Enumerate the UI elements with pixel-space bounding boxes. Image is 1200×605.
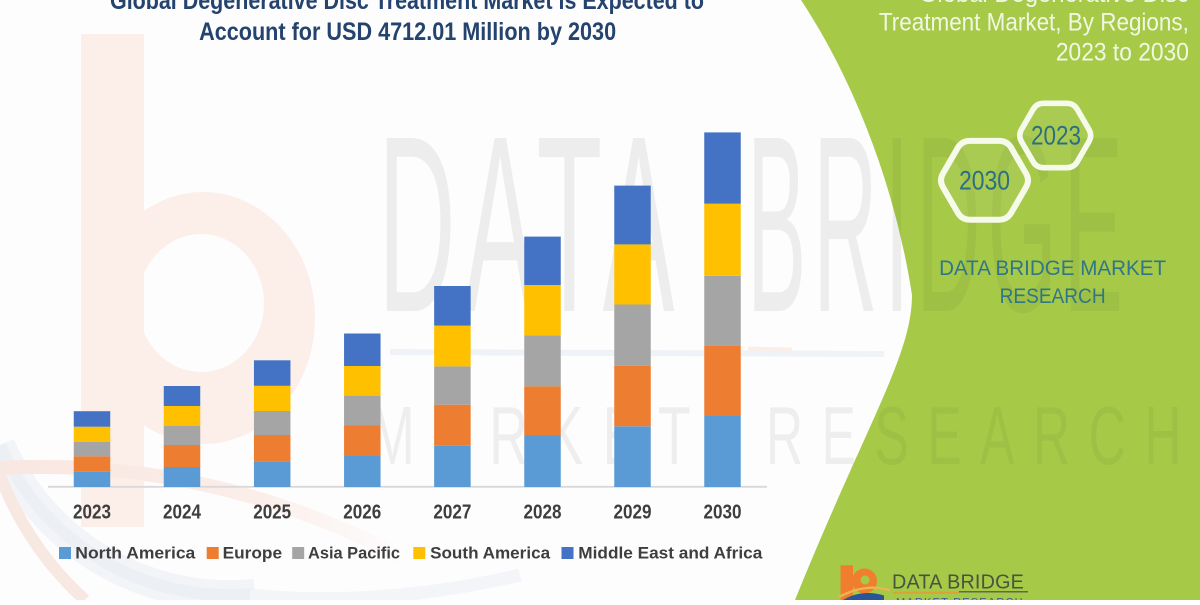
svg-text:MARKET RESEARCH: MARKET RESEARCH bbox=[896, 597, 1024, 601]
svg-text:Middle East and Africa: Middle East and Africa bbox=[578, 544, 763, 563]
svg-text:2026: 2026 bbox=[343, 501, 381, 523]
svg-text:2025: 2025 bbox=[253, 501, 291, 523]
svg-text:DATA BRIDGE: DATA BRIDGE bbox=[892, 572, 1024, 594]
svg-text:Treatment Market, By Regions,: Treatment Market, By Regions, bbox=[879, 9, 1189, 37]
svg-text:Asia Pacific: Asia Pacific bbox=[308, 544, 400, 563]
svg-text:North America: North America bbox=[75, 544, 196, 563]
svg-text:2027: 2027 bbox=[433, 501, 471, 523]
svg-text:Global Degenerative Disc: Global Degenerative Disc bbox=[919, 0, 1189, 8]
svg-text:2030: 2030 bbox=[704, 501, 742, 523]
svg-text:2023: 2023 bbox=[73, 501, 111, 523]
svg-text:2023 to 2030: 2023 to 2030 bbox=[1056, 39, 1189, 67]
svg-text:South America: South America bbox=[430, 544, 551, 563]
svg-text:2023: 2023 bbox=[1031, 121, 1081, 151]
svg-text:DATA BRIDGE MARKET: DATA BRIDGE MARKET bbox=[939, 256, 1166, 280]
svg-text:RESEARCH: RESEARCH bbox=[1000, 284, 1106, 308]
svg-text:2028: 2028 bbox=[524, 501, 562, 523]
svg-text:Global Degenerative Disc Treat: Global Degenerative Disc Treatment Marke… bbox=[110, 0, 704, 15]
svg-text:Account for USD 4712.01 Millio: Account for USD 4712.01 Million by 2030 bbox=[199, 18, 616, 46]
svg-text:Europe: Europe bbox=[223, 544, 283, 563]
svg-text:2029: 2029 bbox=[614, 501, 652, 523]
svg-text:2024: 2024 bbox=[163, 501, 202, 523]
svg-text:2030: 2030 bbox=[959, 166, 1010, 196]
